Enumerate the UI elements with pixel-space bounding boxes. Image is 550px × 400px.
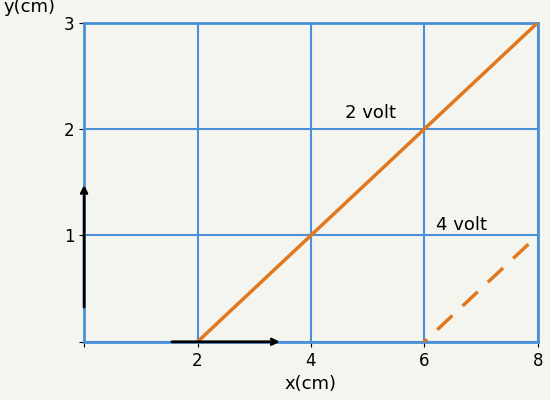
- X-axis label: x(cm): x(cm): [285, 375, 337, 393]
- Text: 2 volt: 2 volt: [345, 104, 396, 122]
- Y-axis label: y(cm): y(cm): [4, 0, 56, 16]
- Text: 4 volt: 4 volt: [436, 216, 487, 234]
